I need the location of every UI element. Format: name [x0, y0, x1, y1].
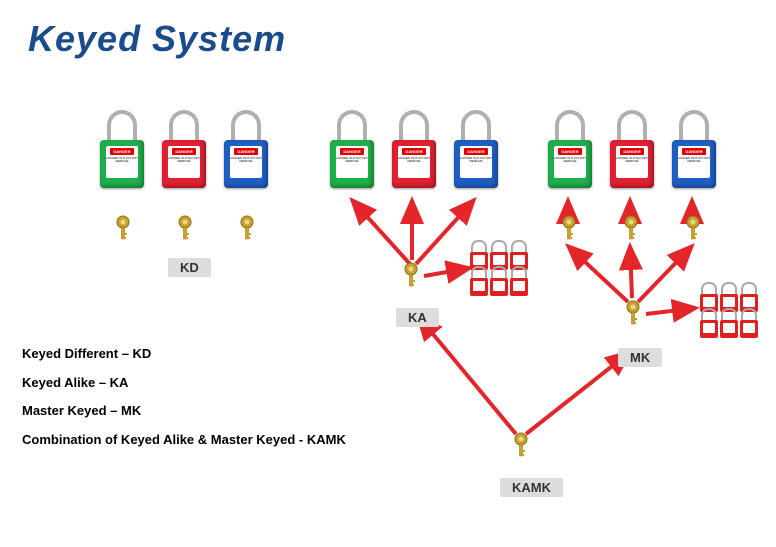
padlock-icon: DANGERLOCKED OUT DO NOT REMOVE [224, 110, 268, 188]
key-icon [174, 215, 196, 241]
key-icon [112, 215, 134, 241]
legend-block: Keyed Different – KD Keyed Alike – KA Ma… [22, 340, 346, 454]
padlock-icon: DANGERLOCKED OUT DO NOT REMOVE [392, 110, 436, 188]
padlock-icon: DANGERLOCKED OUT DO NOT REMOVE [454, 110, 498, 188]
key-icon [622, 300, 644, 326]
key-icon [682, 215, 704, 241]
padlock-icon: DANGERLOCKED OUT DO NOT REMOVE [100, 110, 144, 188]
legend-item: Keyed Alike – KA [22, 369, 346, 398]
padlock-icon: DANGERLOCKED OUT DO NOT REMOVE [610, 110, 654, 188]
padlock-icon: DANGERLOCKED OUT DO NOT REMOVE [162, 110, 206, 188]
arrows-layer [0, 0, 776, 547]
padlock-icon: DANGERLOCKED OUT DO NOT REMOVE [672, 110, 716, 188]
label-kamk: KAMK [500, 478, 563, 497]
legend-item: Keyed Different – KD [22, 340, 346, 369]
page-title: Keyed System [28, 18, 286, 60]
legend-item: Master Keyed – MK [22, 397, 346, 426]
padlock-icon: DANGERLOCKED OUT DO NOT REMOVE [548, 110, 592, 188]
label-kd: KD [168, 258, 211, 277]
key-icon [236, 215, 258, 241]
label-mk: MK [618, 348, 662, 367]
label-ka: KA [396, 308, 439, 327]
key-icon [510, 432, 532, 458]
key-icon [620, 215, 642, 241]
key-icon [400, 262, 422, 288]
padlock-icon: DANGERLOCKED OUT DO NOT REMOVE [330, 110, 374, 188]
minilocks-icon [470, 240, 526, 290]
legend-item: Combination of Keyed Alike & Master Keye… [22, 426, 346, 455]
minilocks-icon [700, 282, 756, 332]
key-icon [558, 215, 580, 241]
